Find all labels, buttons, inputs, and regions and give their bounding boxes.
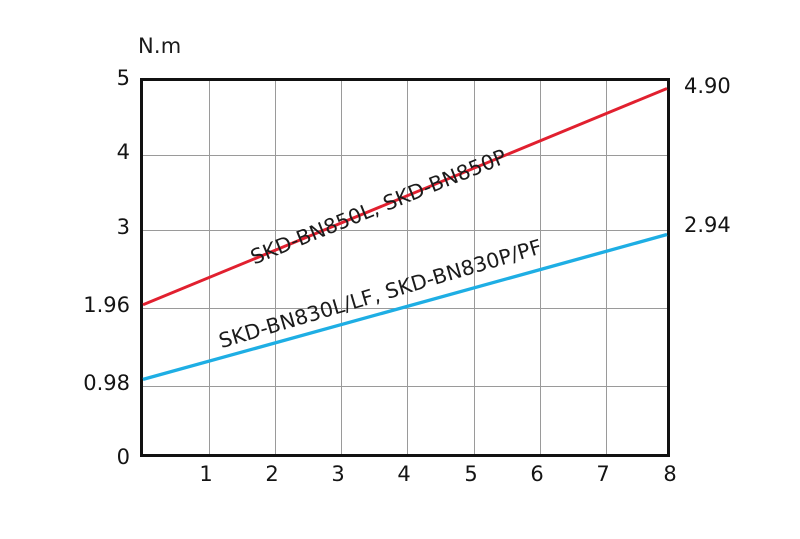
x-tick-7: 7: [596, 462, 610, 486]
gridline-vertical-7: [606, 81, 607, 454]
y-tick-1p96: 1.96: [83, 293, 130, 317]
x-tick-2: 2: [265, 462, 279, 486]
gridline-vertical-2: [275, 81, 276, 454]
gridline-horizontal-4: [143, 155, 667, 156]
gridline-vertical-1: [209, 81, 210, 454]
gridline-horizontal-3: [143, 230, 667, 231]
x-tick-6: 6: [530, 462, 544, 486]
x-tick-5: 5: [464, 462, 478, 486]
series-line-skd-bn850: [142, 87, 668, 307]
end-label-4p90: 4.90: [684, 74, 731, 98]
y-tick-5: 5: [116, 66, 130, 90]
series-line-skd-bn830: [142, 232, 668, 382]
series-lines: [142, 87, 668, 382]
plot-area: [140, 78, 670, 457]
gridline-horizontal-0p98: [143, 386, 667, 387]
gridline-vertical-3: [341, 81, 342, 454]
y-axis-tick-labels: 5 4 3 1.96 0.98 0: [60, 66, 130, 469]
y-tick-4: 4: [116, 140, 130, 164]
gridline-vertical-5: [474, 81, 475, 454]
y-axis-unit-label: N.m: [138, 34, 182, 58]
x-axis-tick-labels: 1 2 3 4 5 6 7 8: [140, 462, 676, 502]
gridline-vertical-4: [407, 81, 408, 454]
x-tick-1: 1: [199, 462, 213, 486]
x-tick-4: 4: [397, 462, 411, 486]
x-tick-8: 8: [663, 462, 677, 486]
y-tick-3: 3: [116, 215, 130, 239]
end-label-2p94: 2.94: [684, 213, 731, 237]
y-tick-0p98: 0.98: [83, 371, 130, 395]
x-tick-3: 3: [331, 462, 345, 486]
y-tick-0: 0: [116, 445, 130, 469]
gridline-vertical-6: [540, 81, 541, 454]
